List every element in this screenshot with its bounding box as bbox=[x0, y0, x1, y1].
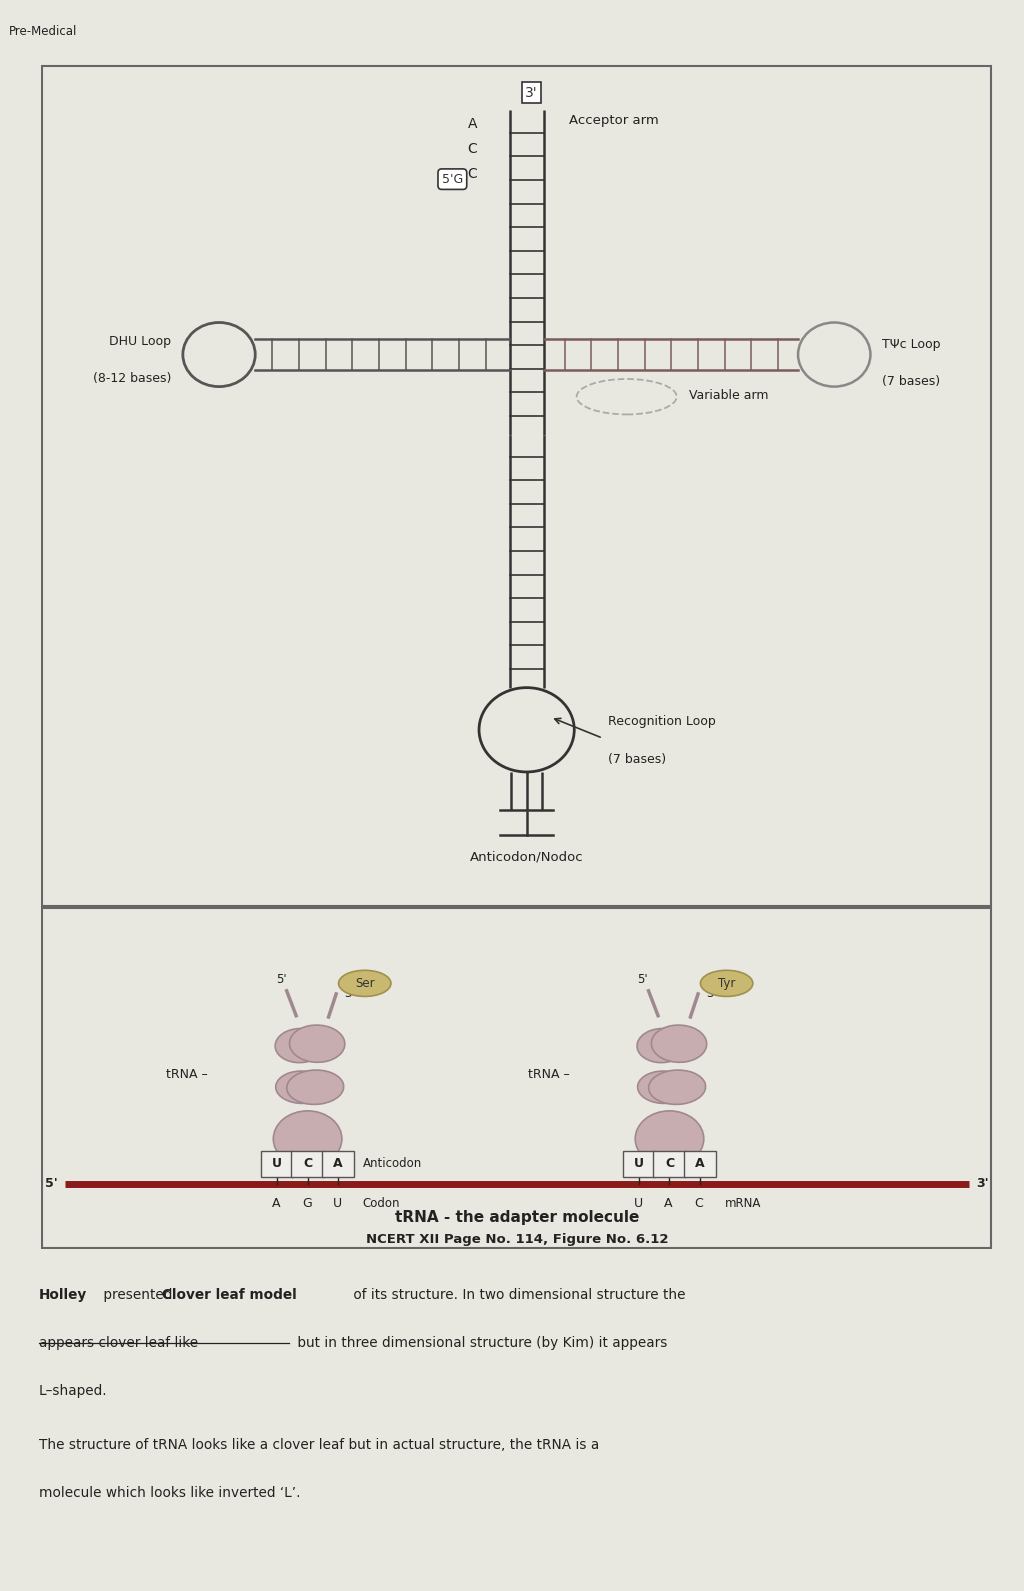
Ellipse shape bbox=[275, 1028, 325, 1063]
FancyBboxPatch shape bbox=[623, 1150, 655, 1177]
Text: presented: presented bbox=[98, 1287, 176, 1301]
Ellipse shape bbox=[275, 1071, 328, 1104]
Text: (7 bases): (7 bases) bbox=[607, 753, 666, 765]
Text: 3': 3' bbox=[976, 1177, 989, 1190]
Text: U: U bbox=[272, 1157, 283, 1171]
Text: Clover leaf model: Clover leaf model bbox=[162, 1287, 297, 1301]
Text: TΨc Loop: TΨc Loop bbox=[882, 337, 940, 352]
Text: The structure of tRNA looks like a clover leaf but in actual structure, the tRNA: The structure of tRNA looks like a clove… bbox=[39, 1438, 599, 1451]
Ellipse shape bbox=[638, 1071, 690, 1104]
Text: C: C bbox=[467, 142, 477, 156]
Text: Pre-Medical: Pre-Medical bbox=[9, 24, 78, 38]
Text: tRNA - the adapter molecule: tRNA - the adapter molecule bbox=[395, 1211, 639, 1225]
Ellipse shape bbox=[287, 1071, 344, 1104]
Text: mRNA: mRNA bbox=[725, 1198, 761, 1211]
Text: 5': 5' bbox=[638, 972, 648, 986]
FancyBboxPatch shape bbox=[684, 1150, 716, 1177]
Ellipse shape bbox=[273, 1111, 342, 1166]
Text: Codon: Codon bbox=[362, 1198, 400, 1211]
Text: A: A bbox=[272, 1198, 281, 1211]
Text: (8-12 bases): (8-12 bases) bbox=[93, 372, 171, 385]
Text: A: A bbox=[665, 1198, 673, 1211]
Ellipse shape bbox=[635, 1111, 703, 1166]
Text: Variable arm: Variable arm bbox=[688, 388, 768, 401]
FancyBboxPatch shape bbox=[292, 1150, 324, 1177]
Text: L–shaped.: L–shaped. bbox=[39, 1384, 108, 1398]
Text: Acceptor arm: Acceptor arm bbox=[569, 115, 659, 127]
FancyBboxPatch shape bbox=[653, 1150, 686, 1177]
FancyBboxPatch shape bbox=[261, 1150, 293, 1177]
Ellipse shape bbox=[648, 1071, 706, 1104]
Text: Anticodon/Nodoc: Anticodon/Nodoc bbox=[470, 850, 584, 864]
Text: tRNA –: tRNA – bbox=[166, 1068, 208, 1082]
Text: of its structure. In two dimensional structure the: of its structure. In two dimensional str… bbox=[349, 1287, 685, 1301]
Text: A: A bbox=[695, 1157, 705, 1171]
Ellipse shape bbox=[700, 971, 753, 996]
Text: 5'G: 5'G bbox=[441, 173, 463, 186]
Text: A: A bbox=[333, 1157, 343, 1171]
Text: (7 bases): (7 bases) bbox=[882, 375, 940, 388]
Text: tRNA –: tRNA – bbox=[527, 1068, 569, 1082]
Text: C: C bbox=[467, 167, 477, 181]
FancyBboxPatch shape bbox=[322, 1150, 354, 1177]
Text: U: U bbox=[333, 1198, 342, 1211]
Text: 5': 5' bbox=[275, 972, 287, 986]
Text: Anticodon: Anticodon bbox=[362, 1157, 422, 1171]
Text: appears clover leaf like: appears clover leaf like bbox=[39, 1336, 198, 1351]
Text: A: A bbox=[468, 116, 477, 130]
Text: C: C bbox=[665, 1157, 674, 1171]
Text: U: U bbox=[634, 1157, 644, 1171]
Text: 3': 3' bbox=[344, 988, 354, 1001]
Text: Ser: Ser bbox=[355, 977, 375, 990]
Ellipse shape bbox=[651, 1025, 707, 1063]
Text: U: U bbox=[634, 1198, 643, 1211]
Ellipse shape bbox=[637, 1028, 687, 1063]
Text: Recognition Loop: Recognition Loop bbox=[607, 714, 716, 727]
Text: 5': 5' bbox=[45, 1177, 58, 1190]
Ellipse shape bbox=[339, 971, 391, 996]
Text: G: G bbox=[302, 1198, 311, 1211]
Text: 3': 3' bbox=[525, 86, 538, 100]
Text: 3': 3' bbox=[706, 988, 717, 1001]
Text: but in three dimensional structure (by Kim) it appears: but in three dimensional structure (by K… bbox=[293, 1336, 668, 1351]
Text: C: C bbox=[694, 1198, 703, 1211]
Text: molecule which looks like inverted ‘L’.: molecule which looks like inverted ‘L’. bbox=[39, 1486, 300, 1500]
Ellipse shape bbox=[290, 1025, 345, 1063]
Text: DHU Loop: DHU Loop bbox=[110, 336, 171, 348]
Text: Tyr: Tyr bbox=[718, 977, 735, 990]
Text: C: C bbox=[303, 1157, 312, 1171]
Text: Holley: Holley bbox=[39, 1287, 87, 1301]
Text: NCERT XII Page No. 114, Figure No. 6.12: NCERT XII Page No. 114, Figure No. 6.12 bbox=[366, 1233, 669, 1246]
